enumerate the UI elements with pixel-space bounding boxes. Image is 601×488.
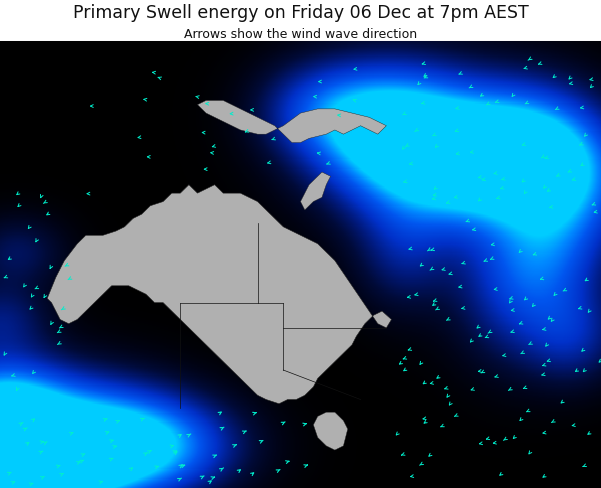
Text: Primary Swell energy on Friday 06 Dec at 7pm AEST: Primary Swell energy on Friday 06 Dec at… [73, 4, 528, 22]
Polygon shape [47, 184, 391, 404]
Text: Arrows show the wind wave direction: Arrows show the wind wave direction [184, 27, 417, 41]
Polygon shape [198, 101, 386, 142]
Polygon shape [300, 172, 331, 210]
Polygon shape [313, 412, 348, 450]
